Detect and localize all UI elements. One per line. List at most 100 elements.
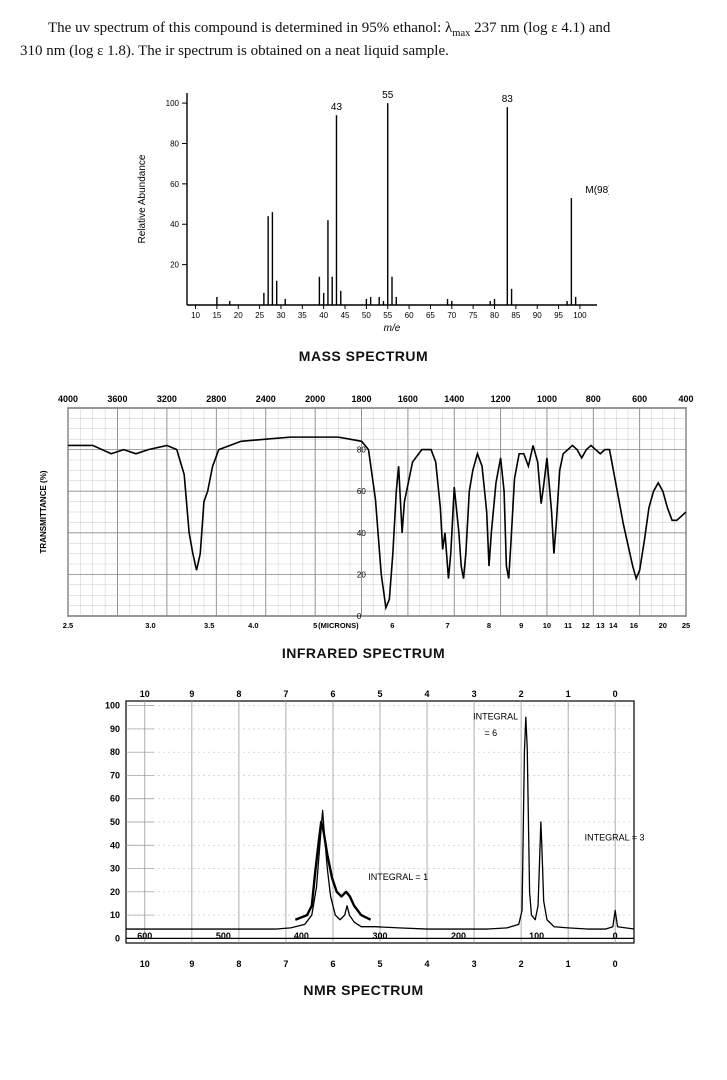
svg-text:8: 8 [236, 689, 241, 699]
svg-text:5: 5 [377, 689, 382, 699]
svg-text:80: 80 [170, 140, 179, 149]
svg-text:40: 40 [170, 221, 179, 230]
svg-text:60: 60 [356, 488, 365, 497]
svg-text:14: 14 [609, 621, 618, 630]
svg-text:8: 8 [486, 621, 490, 630]
svg-text:2000: 2000 [305, 394, 325, 404]
svg-text:65: 65 [425, 311, 434, 320]
svg-text:0: 0 [612, 959, 617, 969]
svg-text:83: 83 [501, 95, 513, 106]
svg-text:9: 9 [519, 621, 523, 630]
svg-text:80: 80 [490, 311, 499, 320]
svg-text:100: 100 [573, 311, 587, 320]
ir-spectrum-panel: 4000360032002800240020001800160014001200… [34, 386, 694, 661]
svg-text:200: 200 [451, 931, 466, 941]
svg-text:8: 8 [236, 959, 241, 969]
svg-text:INTEGRAL: INTEGRAL [473, 712, 518, 722]
intro-text-a: The uv spectrum of this compound is dete… [48, 20, 445, 36]
svg-text:6: 6 [330, 689, 335, 699]
svg-text:70: 70 [109, 771, 119, 781]
svg-text:43: 43 [330, 103, 342, 114]
svg-text:2: 2 [518, 959, 523, 969]
svg-text:90: 90 [109, 724, 119, 734]
svg-text:1400: 1400 [444, 394, 464, 404]
svg-text:50: 50 [109, 817, 119, 827]
svg-text:40: 40 [319, 311, 328, 320]
svg-text:0: 0 [114, 934, 119, 944]
mass-spectrum-panel: 2040608010010152025303540455055606570758… [119, 79, 609, 364]
svg-text:100: 100 [104, 701, 119, 711]
svg-text:20: 20 [170, 261, 179, 270]
svg-text:6: 6 [390, 621, 394, 630]
svg-text:10: 10 [191, 311, 200, 320]
svg-text:2.5: 2.5 [62, 621, 72, 630]
svg-text:90: 90 [532, 311, 541, 320]
svg-text:500: 500 [215, 931, 230, 941]
svg-text:300: 300 [372, 931, 387, 941]
svg-text:30: 30 [109, 864, 119, 874]
svg-text:INTEGRAL = 1: INTEGRAL = 1 [368, 873, 428, 883]
svg-text:20: 20 [233, 311, 242, 320]
svg-text:1600: 1600 [397, 394, 417, 404]
svg-text:1: 1 [565, 959, 570, 969]
svg-text:400: 400 [678, 394, 693, 404]
svg-text:600: 600 [137, 931, 152, 941]
svg-text:5: 5 [377, 959, 382, 969]
svg-text:10: 10 [109, 910, 119, 920]
svg-text:600: 600 [632, 394, 647, 404]
svg-text:10: 10 [542, 621, 550, 630]
svg-text:45: 45 [340, 311, 349, 320]
svg-text:m/e: m/e [383, 323, 400, 334]
svg-text:= 6: = 6 [484, 728, 497, 738]
svg-text:60: 60 [109, 794, 119, 804]
svg-text:5: 5 [313, 621, 317, 630]
intro-text-b: 237 nm (log ε 4.1) and [470, 20, 610, 36]
svg-text:7: 7 [283, 959, 288, 969]
svg-text:INTEGRAL = 3: INTEGRAL = 3 [584, 833, 643, 843]
svg-text:2400: 2400 [255, 394, 275, 404]
svg-text:100: 100 [165, 100, 179, 109]
lambda-sub: max [452, 28, 470, 39]
svg-text:3: 3 [471, 959, 476, 969]
svg-text:16: 16 [629, 621, 637, 630]
svg-text:15: 15 [212, 311, 221, 320]
svg-text:3200: 3200 [156, 394, 176, 404]
svg-text:1800: 1800 [351, 394, 371, 404]
svg-text:(MICRONS): (MICRONS) [318, 621, 359, 630]
svg-text:0: 0 [612, 931, 617, 941]
svg-text:1000: 1000 [536, 394, 556, 404]
svg-text:20: 20 [109, 887, 119, 897]
svg-text:1: 1 [565, 689, 570, 699]
svg-text:40: 40 [109, 841, 119, 851]
svg-text:80: 80 [356, 446, 365, 455]
svg-text:800: 800 [585, 394, 600, 404]
svg-text:100: 100 [529, 931, 544, 941]
svg-text:20: 20 [356, 571, 365, 580]
svg-text:30: 30 [276, 311, 285, 320]
nmr-caption: NMR SPECTRUM [84, 982, 644, 998]
svg-text:60: 60 [170, 180, 179, 189]
svg-text:60: 60 [404, 311, 413, 320]
svg-text:9: 9 [189, 959, 194, 969]
intro-paragraph: The uv spectrum of this compound is dete… [20, 18, 707, 61]
svg-text:75: 75 [468, 311, 477, 320]
svg-text:3.0: 3.0 [145, 621, 155, 630]
svg-text:3.5: 3.5 [204, 621, 214, 630]
svg-text:9: 9 [189, 689, 194, 699]
svg-text:25: 25 [255, 311, 264, 320]
svg-text:85: 85 [511, 311, 520, 320]
svg-text:80: 80 [109, 748, 119, 758]
svg-text:2800: 2800 [206, 394, 226, 404]
svg-text:M(98): M(98) [585, 185, 609, 196]
svg-text:10: 10 [139, 959, 149, 969]
svg-text:12: 12 [581, 621, 589, 630]
svg-text:7: 7 [445, 621, 449, 630]
ir-caption: INFRARED SPECTRUM [34, 645, 694, 661]
svg-text:95: 95 [554, 311, 563, 320]
svg-text:0: 0 [612, 689, 617, 699]
svg-text:3600: 3600 [107, 394, 127, 404]
svg-text:2: 2 [518, 689, 523, 699]
svg-text:35: 35 [297, 311, 306, 320]
svg-text:4.0: 4.0 [248, 621, 258, 630]
ir-spectrum-chart: 4000360032002800240020001800160014001200… [34, 386, 694, 636]
